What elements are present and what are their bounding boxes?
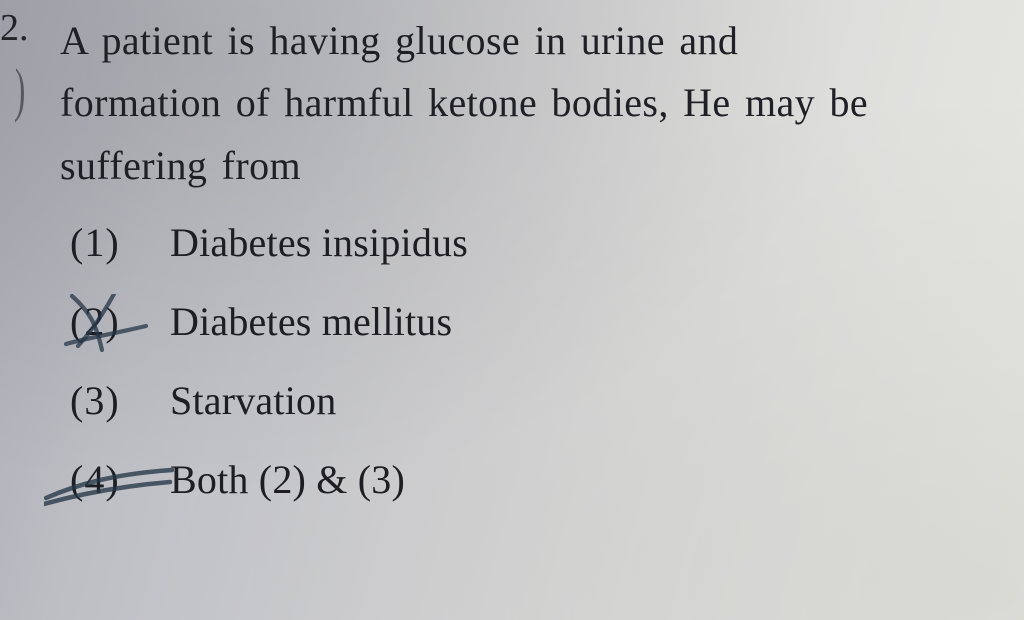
option-text: Diabetes insipidus <box>170 221 468 266</box>
option-number: (3) <box>70 379 148 424</box>
stem-line: formation of harmful ketone bodies, He m… <box>60 80 868 125</box>
option-2: (2) Diabetes mellitus <box>70 300 986 345</box>
option-text: Starvation <box>170 379 336 424</box>
option-number: (4) <box>70 458 148 503</box>
option-4: (4) Both (2) & (3) <box>70 458 986 503</box>
option-text: Both (2) & (3) <box>170 458 405 503</box>
option-number: (1) <box>70 221 148 266</box>
exam-question: 2. ) A patient is having glucose in urin… <box>0 0 1024 502</box>
margin-paren-mark: ) <box>14 56 26 126</box>
option-text: Diabetes mellitus <box>170 300 452 345</box>
stem-line: A patient is having glucose in urine and <box>60 18 738 63</box>
question-stem: A patient is having glucose in urine and… <box>60 10 986 197</box>
option-1: (1) Diabetes insipidus <box>70 221 986 266</box>
option-number: (2) <box>70 300 148 345</box>
option-3: (3) Starvation <box>70 379 986 424</box>
question-number: 2. <box>0 6 29 50</box>
options-list: (1) Diabetes insipidus (2) Diabetes mell… <box>70 221 986 502</box>
stem-line: suffering from <box>60 143 301 188</box>
